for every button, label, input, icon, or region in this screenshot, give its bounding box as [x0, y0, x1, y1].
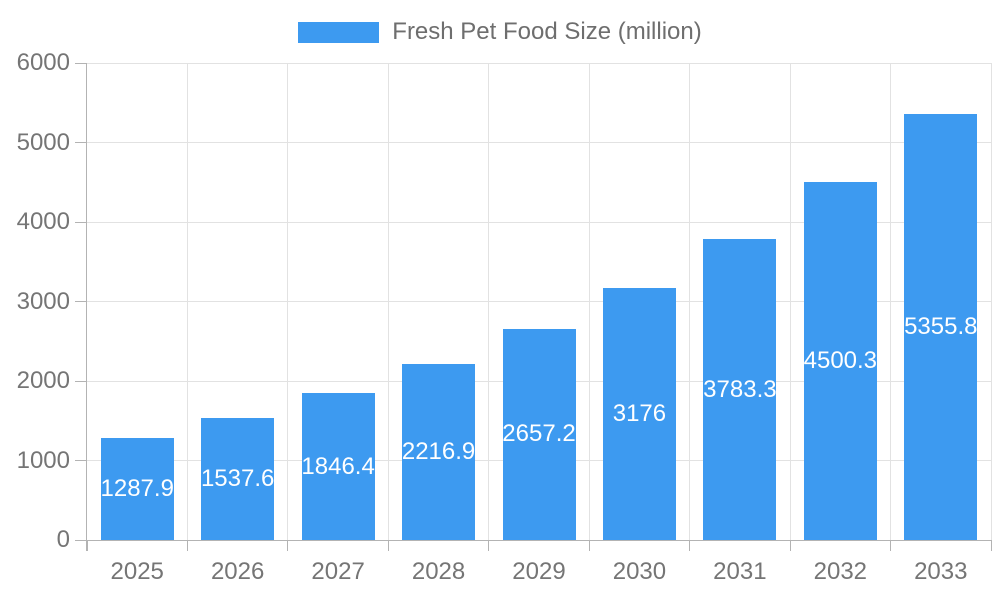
y-axis-label: 2000: [16, 367, 70, 394]
y-axis-label: 5000: [16, 128, 70, 156]
x-tick-mark: [689, 540, 691, 551]
x-axis-label: 2030: [612, 558, 667, 585]
x-tick-mark: [890, 540, 892, 551]
x-tick-mark: [488, 540, 490, 551]
legend-swatch: [298, 21, 380, 43]
x-gridline: [387, 63, 389, 540]
y-tick-mark: [75, 301, 87, 302]
bar-value-label: 3783.3: [703, 375, 777, 403]
x-gridline: [287, 63, 289, 540]
y-tick-mark: [75, 380, 87, 382]
bar: 3783.3: [703, 239, 777, 540]
y-tick-mark: [75, 460, 87, 461]
y-gridline: [87, 62, 991, 64]
x-gridline: [789, 63, 791, 540]
x-gridline: [689, 63, 691, 540]
bar: 2216.9: [401, 363, 476, 540]
bar: 1287.9: [100, 437, 174, 540]
y-tick-mark: [75, 539, 87, 541]
x-axis-label: 2029: [512, 558, 566, 585]
bar: 1537.6: [200, 417, 275, 540]
y-gridline: [87, 142, 991, 143]
y-axis-label: 0: [56, 526, 70, 553]
x-gridline: [186, 63, 188, 540]
x-tick-mark: [990, 540, 992, 551]
x-axis-label: 2025: [110, 558, 164, 585]
legend-label: Fresh Pet Food Size (million): [392, 18, 702, 45]
y-axis-label: 3000: [16, 287, 70, 315]
x-tick-mark: [387, 540, 389, 551]
x-tick-mark: [588, 540, 590, 551]
x-axis-label: 2032: [813, 558, 868, 585]
bar: 5355.8: [904, 114, 977, 540]
bar: 4500.3: [804, 182, 877, 540]
x-tick-mark: [86, 540, 88, 551]
x-gridline: [890, 63, 892, 540]
y-tick-mark: [75, 221, 87, 223]
y-axis-label: 6000: [16, 49, 70, 76]
bar-value-label: 1537.6: [200, 464, 275, 492]
x-axis-label: 2026: [210, 558, 265, 585]
x-axis-line: [87, 539, 991, 541]
bar-value-label: 2216.9: [401, 437, 476, 465]
y-tick-mark: [75, 62, 87, 64]
x-tick-mark: [186, 540, 188, 551]
bar: 3176: [602, 287, 676, 540]
x-axis-label: 2031: [713, 558, 767, 585]
bar-value-label: 2657.2: [502, 420, 576, 448]
y-gridline: [87, 221, 991, 223]
x-axis-label: 2028: [411, 558, 466, 585]
chart-legend[interactable]: Fresh Pet Food Size (million): [0, 16, 1000, 48]
x-gridline: [488, 63, 490, 540]
y-tick-mark: [75, 142, 87, 143]
bar-value-label: 1287.9: [100, 474, 174, 502]
y-axis-label: 4000: [16, 208, 70, 235]
bar: 1846.4: [301, 393, 375, 540]
y-axis-line: [86, 63, 87, 551]
y-gridline: [87, 301, 991, 302]
x-tick-mark: [287, 540, 289, 551]
bar: 2657.2: [502, 328, 576, 540]
x-tick-mark: [789, 540, 791, 551]
x-axis-label: 2027: [311, 558, 365, 585]
bar-value-label: 4500.3: [803, 347, 878, 375]
x-axis-label: 2033: [914, 558, 968, 585]
bar-value-label: 3176: [612, 399, 667, 427]
bar-value-label: 1846.4: [301, 452, 375, 480]
bar-value-label: 5355.8: [904, 313, 978, 341]
x-gridline: [588, 63, 590, 540]
x-gridline: [990, 63, 992, 540]
y-axis-label: 1000: [16, 446, 70, 474]
